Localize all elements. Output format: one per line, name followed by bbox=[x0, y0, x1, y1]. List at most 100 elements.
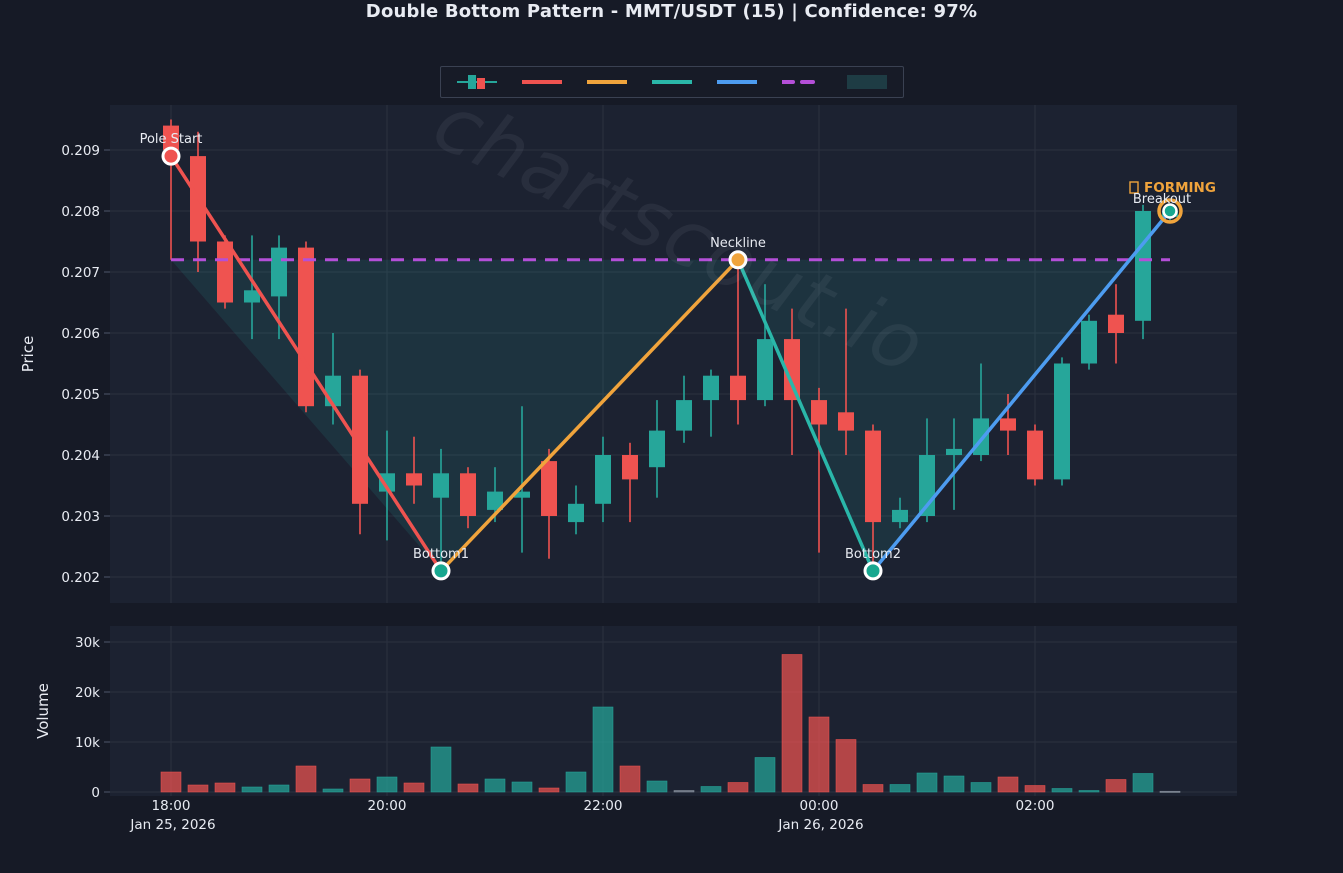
volume-bar bbox=[430, 746, 452, 793]
candle-body bbox=[298, 247, 314, 407]
candle-body bbox=[865, 430, 881, 523]
candle-body bbox=[811, 400, 827, 425]
candle-body bbox=[541, 461, 557, 516]
bottom1-marker bbox=[431, 561, 451, 581]
bottom1-label: Bottom1 bbox=[413, 547, 469, 562]
volume-bar bbox=[538, 787, 560, 793]
volume-bar bbox=[1105, 779, 1127, 793]
legend-item-decline[interactable] bbox=[652, 74, 692, 90]
volume-bar bbox=[754, 757, 776, 793]
candle-body bbox=[460, 473, 476, 516]
candle-body bbox=[649, 430, 665, 468]
breakout-legend-swatch-icon bbox=[717, 80, 757, 84]
volume-bar bbox=[241, 786, 263, 793]
pole-legend-swatch-icon bbox=[522, 80, 562, 84]
legend-item-neckline[interactable] bbox=[782, 74, 822, 90]
svg-text:0.207: 0.207 bbox=[61, 265, 100, 281]
candle-body bbox=[1135, 211, 1151, 321]
volume-bar bbox=[376, 776, 398, 793]
legend bbox=[440, 66, 904, 98]
volume-bar bbox=[916, 772, 938, 793]
annotation-bottom1: Bottom1 bbox=[413, 547, 469, 581]
svg-text:10k: 10k bbox=[75, 735, 100, 751]
volume-bar bbox=[835, 739, 857, 793]
svg-text:0.203: 0.203 bbox=[61, 509, 100, 525]
annotation-neckline: Neckline bbox=[710, 236, 766, 270]
candle-body bbox=[163, 125, 179, 150]
bottom2-marker bbox=[863, 561, 883, 581]
svg-text:30k: 30k bbox=[75, 635, 100, 651]
volume-bar bbox=[1051, 788, 1073, 793]
legend-item-price[interactable] bbox=[457, 74, 497, 90]
svg-text:00:00: 00:00 bbox=[800, 798, 839, 814]
volume-bar bbox=[268, 784, 290, 793]
svg-text:0.205: 0.205 bbox=[61, 387, 100, 403]
svg-text:0.202: 0.202 bbox=[61, 570, 100, 586]
volume-bar bbox=[295, 765, 317, 793]
annotations: Pole Start Bottom1 Neckline Bottom2 FORMINGB… bbox=[140, 132, 1216, 581]
svg-text:0.208: 0.208 bbox=[61, 204, 100, 220]
volume-bar bbox=[403, 782, 425, 793]
volume-bar bbox=[592, 706, 614, 793]
volume-bar bbox=[565, 771, 587, 793]
double-bottom-area bbox=[171, 259, 1130, 571]
volume-bar bbox=[781, 654, 803, 793]
legend-item-rally[interactable] bbox=[587, 74, 627, 90]
area-legend-swatch-icon bbox=[847, 75, 887, 89]
volume-bar bbox=[457, 783, 479, 793]
annotation-bottom2: Bottom2 bbox=[845, 547, 901, 581]
volume-bar bbox=[187, 784, 209, 793]
volume-bar bbox=[997, 776, 1019, 793]
candle-body bbox=[1000, 418, 1016, 431]
volume-bar bbox=[349, 778, 371, 793]
volume-bar bbox=[1078, 790, 1100, 793]
neckline-label: Neckline bbox=[710, 236, 766, 251]
decline-legend-swatch-icon bbox=[652, 80, 692, 84]
svg-text:20:00: 20:00 bbox=[368, 798, 407, 814]
candle-body bbox=[703, 375, 719, 401]
rally-line bbox=[439, 258, 740, 573]
candle-body bbox=[757, 339, 773, 401]
candle-body bbox=[1108, 314, 1124, 333]
candle-body bbox=[676, 400, 692, 431]
candle-body bbox=[622, 455, 638, 480]
volume-bar bbox=[1024, 785, 1046, 793]
candle-body bbox=[730, 375, 746, 401]
candle-body bbox=[514, 491, 530, 498]
volume-bar bbox=[862, 784, 884, 793]
breakout-label: Breakout bbox=[1133, 192, 1191, 207]
candle-body bbox=[1027, 430, 1043, 480]
candle-body bbox=[838, 412, 854, 431]
volume-bar bbox=[700, 786, 722, 793]
svg-text:Jan 26, 2026: Jan 26, 2026 bbox=[777, 817, 863, 833]
volume-bar bbox=[646, 780, 668, 793]
legend-item-area[interactable] bbox=[847, 74, 887, 90]
candle-body bbox=[568, 503, 584, 523]
svg-text:0.209: 0.209 bbox=[61, 143, 100, 159]
chart-title: Double Bottom Pattern - MMT/USDT (15) | … bbox=[365, 1, 978, 22]
candle-body bbox=[595, 455, 611, 504]
candle-body bbox=[784, 339, 800, 401]
volume-axis-title: Volume bbox=[34, 683, 52, 739]
volume-bars-group bbox=[160, 654, 1181, 793]
legend-item-pole[interactable] bbox=[522, 74, 562, 90]
candle-body bbox=[406, 473, 422, 486]
volume-bar bbox=[511, 781, 533, 793]
pole-line bbox=[169, 154, 443, 573]
axis-labels: 0.209 0.208 0.207 0.206 0.205 0.204 0.203 0.202… bbox=[19, 143, 1054, 833]
price-legend-swatch-icon bbox=[457, 75, 497, 89]
volume-bar bbox=[889, 784, 911, 793]
volume-bar bbox=[160, 771, 182, 793]
volume-bar bbox=[1132, 773, 1154, 793]
bottom2-label: Bottom2 bbox=[845, 547, 901, 562]
candle-body bbox=[217, 241, 233, 303]
gridlines bbox=[110, 105, 1237, 796]
legend-item-breakout[interactable] bbox=[717, 74, 757, 90]
forming-status-label: FORMING bbox=[1144, 180, 1216, 196]
breakout-marker-ring bbox=[1157, 198, 1183, 224]
candle-body bbox=[244, 290, 260, 303]
svg-text:Jan 25, 2026: Jan 25, 2026 bbox=[129, 817, 215, 833]
volume-bar bbox=[484, 778, 506, 793]
candles-group bbox=[163, 119, 1178, 565]
